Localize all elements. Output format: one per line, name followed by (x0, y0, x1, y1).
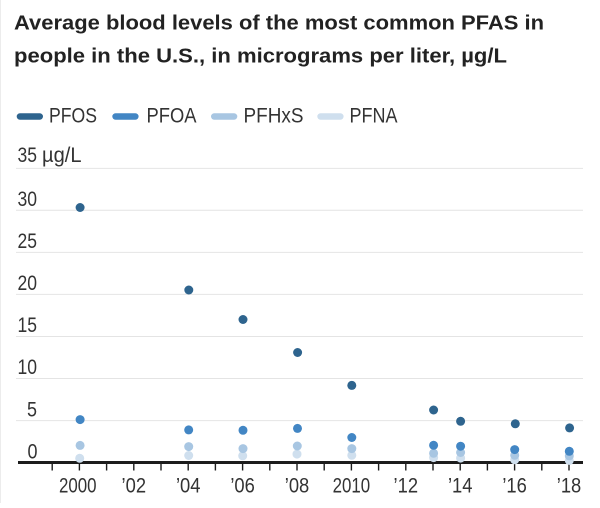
svg-text:30: 30 (18, 188, 38, 211)
svg-text:25: 25 (18, 230, 38, 253)
svg-text:’18: ’18 (557, 474, 582, 497)
svg-text:2000: 2000 (59, 474, 97, 497)
svg-text:’06: ’06 (230, 474, 255, 497)
svg-text:15: 15 (18, 314, 38, 337)
svg-text:PFHxS: PFHxS (244, 105, 304, 128)
svg-text:5: 5 (27, 398, 37, 421)
svg-text:’04: ’04 (176, 474, 201, 497)
svg-text:2010: 2010 (333, 474, 371, 497)
svg-text:’02: ’02 (122, 474, 147, 497)
svg-text:’16: ’16 (502, 474, 527, 497)
svg-text:’14: ’14 (448, 474, 473, 497)
svg-text:PFNA: PFNA (350, 105, 398, 128)
svg-text:PFOS: PFOS (49, 105, 97, 128)
svg-text:0: 0 (28, 440, 38, 463)
svg-text:20: 20 (18, 272, 38, 295)
svg-text:’12: ’12 (394, 474, 419, 497)
svg-text:PFOA: PFOA (147, 105, 197, 128)
svg-text:10: 10 (18, 356, 38, 379)
svg-text:people in the U.S., in microgr: people in the U.S., in micrograms per li… (14, 45, 507, 67)
svg-text:Average blood levels of the mo: Average blood levels of the most common … (14, 13, 544, 35)
svg-text:’08: ’08 (285, 474, 310, 497)
